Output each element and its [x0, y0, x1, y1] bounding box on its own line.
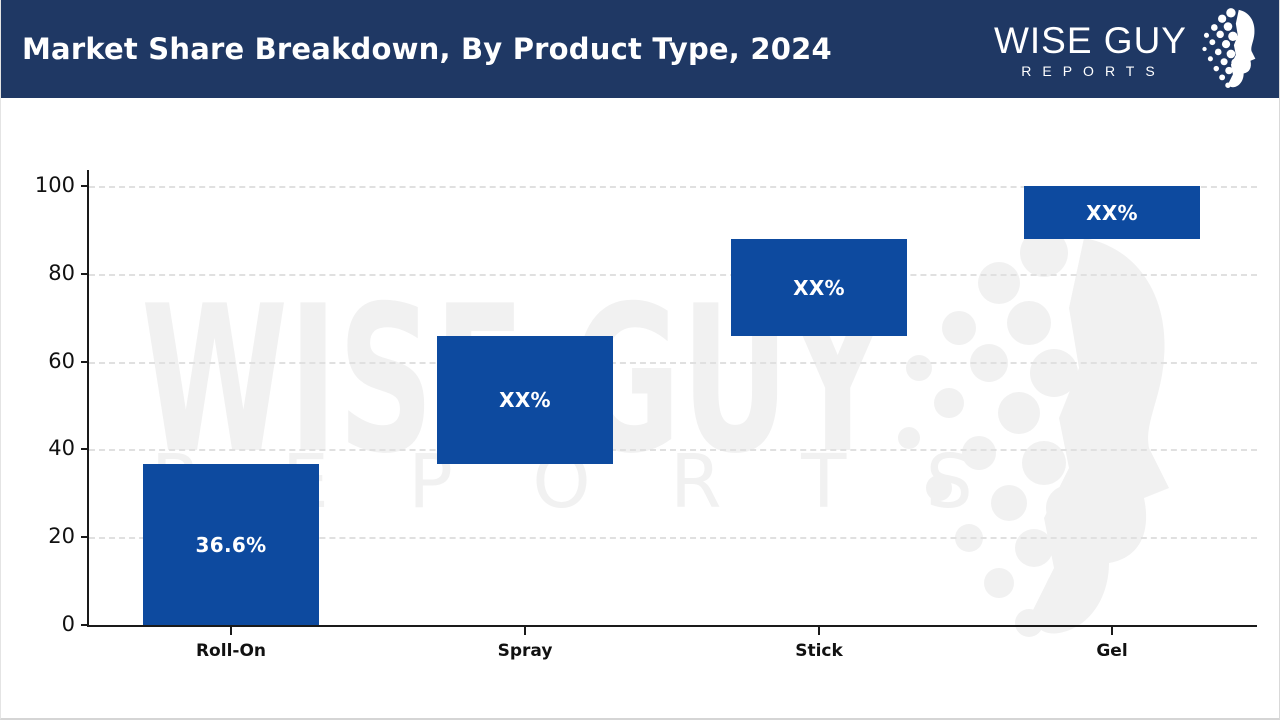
bar-value-label: XX%	[499, 388, 551, 413]
bar-value-label: 36.6%	[195, 532, 267, 557]
y-tick-mark-40	[81, 448, 89, 451]
bar-value-label: XX%	[1086, 200, 1138, 225]
x-tick-label-3: Gel	[1096, 641, 1128, 661]
logo-wordmark: WISE GUY REPORTS	[994, 22, 1187, 78]
y-tick-label-20: 20	[48, 524, 75, 549]
y-tick-mark-60	[81, 360, 89, 363]
bar-stick: XX%	[731, 239, 907, 337]
logo-wordmark-line2: REPORTS	[1021, 63, 1166, 79]
gridline-60	[89, 361, 1257, 364]
watermark-face	[898, 229, 1169, 637]
y-tick-mark-100	[81, 185, 89, 187]
x-tick-mark-2	[818, 627, 820, 635]
bar-value-label: XX%	[793, 275, 845, 300]
y-tick-label-80: 80	[48, 260, 75, 285]
x-tick-mark-0	[230, 627, 232, 635]
gridline-80	[89, 273, 1257, 276]
bar-roll-on: 36.6%	[143, 464, 319, 625]
y-tick-label-60: 60	[48, 348, 75, 373]
bar-gel: XX%	[1024, 186, 1200, 240]
y-tick-mark-80	[81, 272, 89, 275]
y-tick-mark-20	[81, 536, 89, 539]
bar-spray: XX%	[437, 336, 613, 465]
y-tick-mark-0	[81, 624, 89, 626]
x-tick-mark-3	[1111, 627, 1113, 635]
x-axis-line	[87, 625, 1257, 627]
logo-wordmark-line1: WISE GUY	[993, 20, 1187, 61]
y-tick-label-100: 100	[34, 173, 75, 197]
y-tick-label-40: 40	[48, 436, 75, 461]
x-tick-label-2: Stick	[795, 641, 843, 661]
gridline-40	[89, 449, 1257, 452]
y-tick-label-0: 0	[61, 612, 75, 636]
gridline-100	[89, 186, 1257, 188]
y-axis-line	[87, 170, 89, 627]
x-tick-label-1: Spray	[497, 641, 553, 661]
x-tick-label-0: Roll-On	[195, 641, 267, 661]
x-tick-mark-1	[524, 627, 526, 635]
header-bar: Market Share Breakdown, By Product Type,…	[1, 0, 1279, 98]
chart-canvas: WISE GUY R E P O R T S 0 20 40 60 80 100 36.6%…	[1, 98, 1279, 718]
gridline-20	[89, 537, 1257, 540]
brand-logo: WISE GUY REPORTS	[994, 6, 1267, 94]
page-title: Market Share Breakdown, By Product Type,…	[22, 32, 832, 66]
dotted-face-icon	[1202, 8, 1256, 88]
